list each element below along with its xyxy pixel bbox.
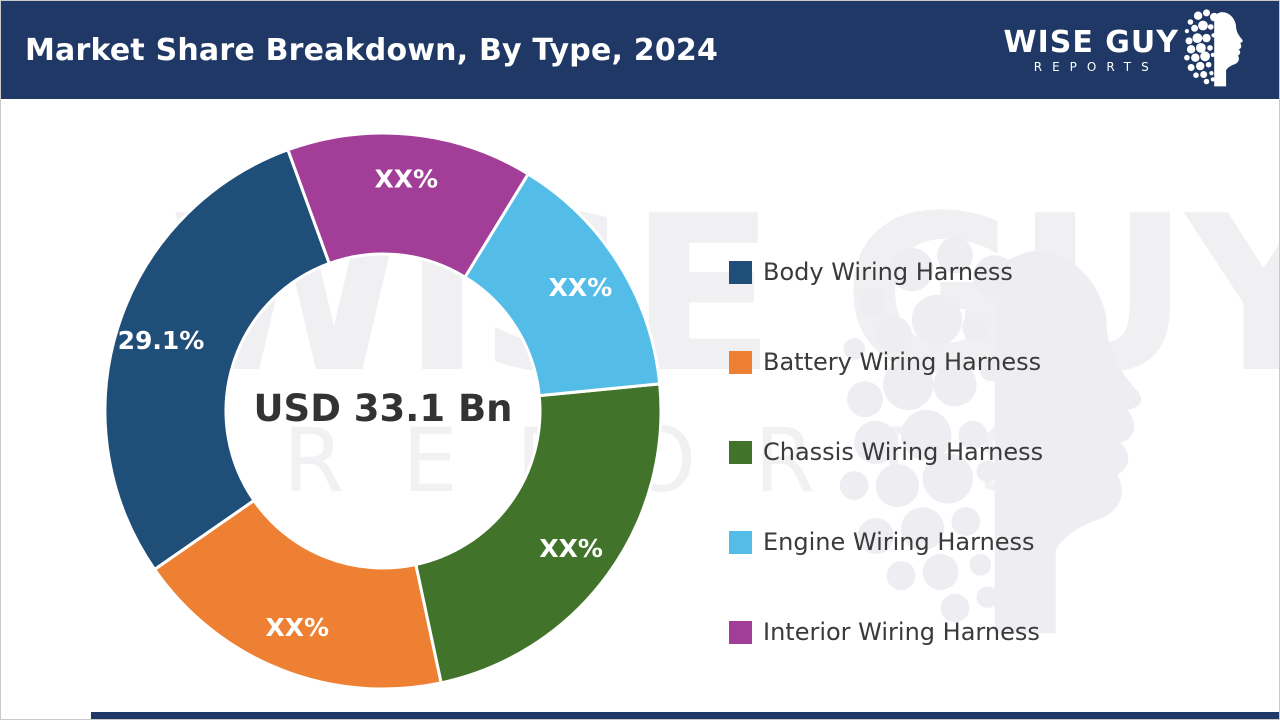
page-title: Market Share Breakdown, By Type, 2024 <box>25 32 719 68</box>
legend-swatch-battery-wiring-harness <box>729 350 752 374</box>
legend-swatch-body-wiring-harness <box>729 260 752 284</box>
logo: WISE GUY REPORTS <box>1003 8 1253 92</box>
logo-text: WISE GUY REPORTS <box>1003 24 1179 74</box>
donut-segment-battery-wiring-harness <box>153 499 443 691</box>
percent-label-chassis-wiring-harness: XX% <box>539 534 603 563</box>
header-bar: Market Share Breakdown, By Type, 2024 WI… <box>1 1 1279 99</box>
logo-face-icon <box>1184 9 1243 87</box>
donut-segment-chassis-wiring-harness <box>414 382 663 685</box>
chart-legend: Body Wiring Harness Battery Wiring Harnes… <box>729 227 1043 677</box>
legend-label: Battery Wiring Harness <box>763 348 1042 376</box>
legend-label: Chassis Wiring Harness <box>763 438 1044 466</box>
percent-label-body-wiring-harness: 29.1% <box>118 326 205 355</box>
donut-segment-interior-wiring-harness <box>286 131 530 279</box>
logo-reports-text: REPORTS <box>1033 59 1159 74</box>
legend-swatch-chassis-wiring-harness <box>729 440 752 464</box>
legend-item-battery-wiring-harness: Battery Wiring Harness <box>729 317 1043 407</box>
donut-chart: 29.1% XX% XX% XX% XX% <box>103 131 663 691</box>
logo-wiseguy-text: WISE GUY <box>1003 24 1179 60</box>
legend-item-body-wiring-harness: Body Wiring Harness <box>729 227 1043 317</box>
percent-label-engine-wiring-harness: XX% <box>549 273 613 302</box>
percent-label-battery-wiring-harness: XX% <box>265 613 329 642</box>
legend-swatch-interior-wiring-harness <box>729 620 752 644</box>
legend-item-engine-wiring-harness: Engine Wiring Harness <box>729 497 1043 587</box>
legend-swatch-engine-wiring-harness <box>729 530 752 554</box>
percent-label-interior-wiring-harness: XX% <box>374 165 438 194</box>
legend-label: Engine Wiring Harness <box>763 528 1035 556</box>
legend-item-chassis-wiring-harness: Chassis Wiring Harness <box>729 407 1043 497</box>
donut-segment-body-wiring-harness <box>103 148 331 571</box>
legend-item-interior-wiring-harness: Interior Wiring Harness <box>729 587 1043 677</box>
legend-label: Interior Wiring Harness <box>763 618 1040 646</box>
donut-segment-engine-wiring-harness <box>463 172 662 398</box>
bottom-bar <box>91 712 1279 719</box>
chart-center-value: USD 33.1 Bn <box>253 387 513 430</box>
legend-label: Body Wiring Harness <box>763 258 1013 286</box>
